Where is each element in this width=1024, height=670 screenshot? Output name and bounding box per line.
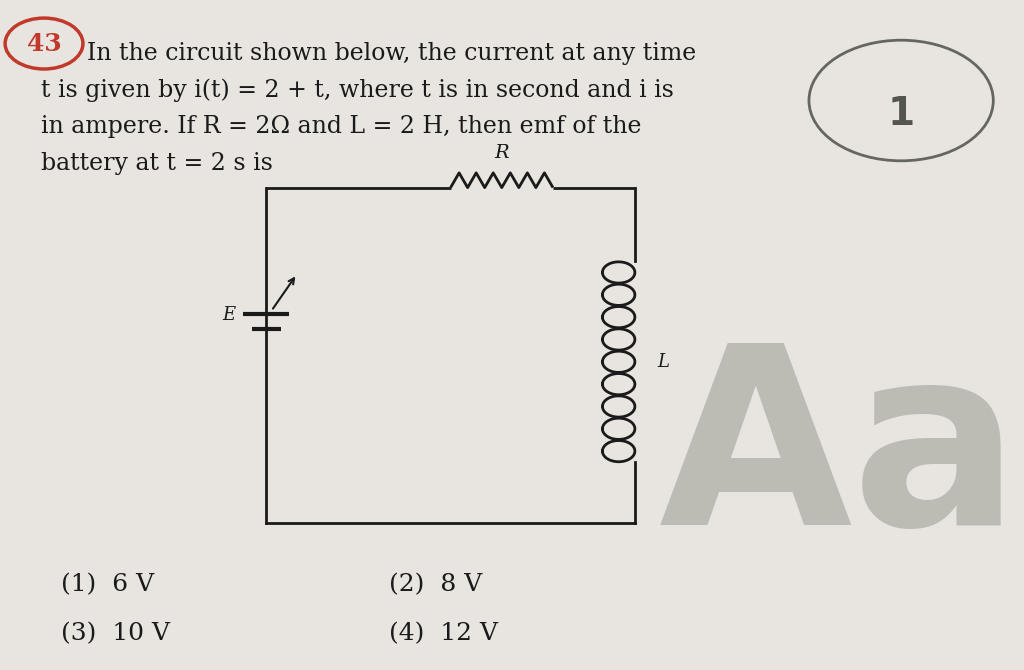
Text: L: L — [657, 353, 670, 371]
Text: (4)  12 V: (4) 12 V — [389, 622, 498, 645]
Text: E: E — [222, 306, 236, 324]
Text: t is given by i(t) = 2 + t, where t is in second and i is: t is given by i(t) = 2 + t, where t is i… — [41, 78, 674, 102]
Text: (1)  6 V: (1) 6 V — [61, 573, 155, 596]
Text: Aa: Aa — [658, 334, 1021, 577]
Text: in ampere. If R = 2Ω and L = 2 H, then emf of the: in ampere. If R = 2Ω and L = 2 H, then e… — [41, 115, 641, 138]
Text: 43: 43 — [27, 31, 61, 56]
Text: battery at t = 2 s is: battery at t = 2 s is — [41, 152, 272, 175]
Text: R: R — [495, 144, 509, 162]
Text: (2)  8 V: (2) 8 V — [389, 573, 482, 596]
Text: 1: 1 — [888, 95, 914, 133]
Text: (3)  10 V: (3) 10 V — [61, 622, 170, 645]
Text: In the circuit shown below, the current at any time: In the circuit shown below, the current … — [87, 42, 696, 64]
